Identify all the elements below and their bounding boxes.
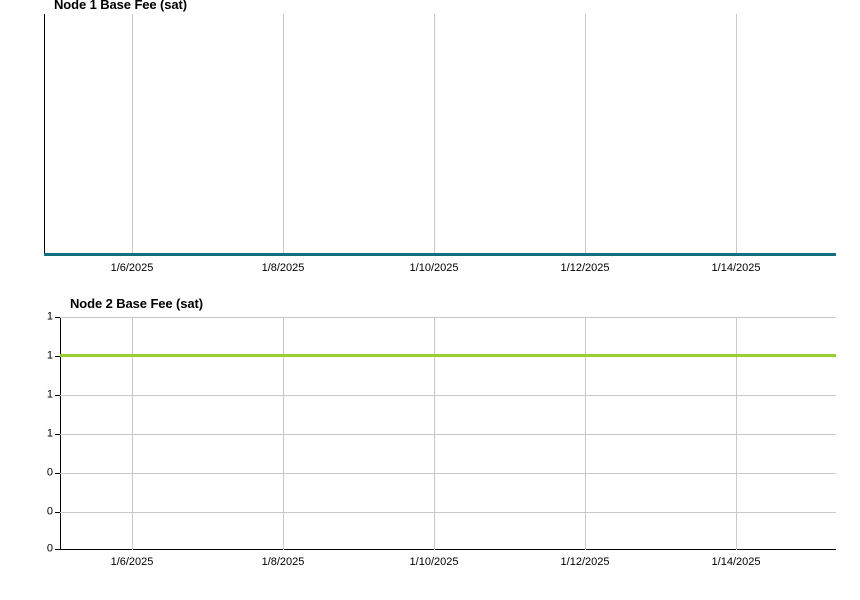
- x-tick-label: 1/8/2025: [261, 262, 305, 274]
- gridline-vertical: [132, 14, 133, 256]
- plot-area-node-1: 1/6/2025 1/8/2025 1/10/2025 1/12/2025 1/…: [44, 14, 836, 274]
- y-tick-mark: [55, 356, 60, 357]
- y-tick-label: 1: [46, 310, 53, 323]
- gridline-horizontal: [60, 317, 836, 318]
- gridline-vertical: [736, 317, 737, 550]
- chart-panel-node-2: Node 2 Base Fee (sat) 1 1 1 1 0 0 0 1: [0, 292, 860, 600]
- y-axis-line-node-1: [44, 14, 45, 256]
- x-tick-label: 1/12/2025: [560, 262, 610, 274]
- chart-panel-node-1: Node 1 Base Fee (sat) 1/6/2025 1/8/2025 …: [0, 0, 860, 292]
- gridline-vertical: [585, 14, 586, 256]
- x-tick-label: 1/10/2025: [409, 262, 459, 274]
- gridline-horizontal: [60, 512, 836, 513]
- y-tick-mark: [55, 549, 60, 550]
- gridline-vertical: [283, 14, 284, 256]
- y-axis-line-node-2: [60, 317, 61, 550]
- x-tick-label: 1/6/2025: [110, 262, 154, 274]
- x-axis-line-node-2: [60, 549, 836, 550]
- y-tick-label: 1: [46, 388, 53, 401]
- chart-title-node-1: Node 1 Base Fee (sat): [54, 0, 188, 12]
- y-tick-label: 0: [46, 505, 53, 518]
- plot-area-node-2: 1 1 1 1 0 0 0 1/6/2025 1/8/2025 1/10/202…: [47, 311, 836, 568]
- x-tick-label: 1/12/2025: [560, 556, 610, 568]
- series-line-node-2: [60, 354, 836, 357]
- y-tick-mark: [55, 395, 60, 396]
- gridline-horizontal: [60, 434, 836, 435]
- x-tick-label: 1/14/2025: [711, 262, 761, 274]
- y-tick-mark: [55, 434, 60, 435]
- gridline-vertical: [132, 317, 133, 550]
- gridline-vertical: [585, 317, 586, 550]
- x-tick-label: 1/6/2025: [110, 556, 154, 568]
- gridline-vertical: [736, 14, 737, 256]
- series-line-node-1: [44, 253, 836, 256]
- gridline-horizontal: [60, 395, 836, 396]
- x-tick-label: 1/14/2025: [711, 556, 761, 568]
- y-tick-label: 0: [46, 466, 53, 479]
- y-tick-mark: [55, 512, 60, 513]
- y-tick-label: 1: [46, 349, 53, 362]
- y-tick-label: 1: [46, 427, 53, 440]
- gridline-vertical: [283, 317, 284, 550]
- y-tick-mark: [55, 473, 60, 474]
- y-tick-label: 0: [46, 542, 53, 555]
- x-tick-label: 1/10/2025: [409, 556, 459, 568]
- y-tick-mark: [55, 317, 60, 318]
- gridline-vertical: [434, 14, 435, 256]
- x-tick-label: 1/8/2025: [261, 556, 305, 568]
- gridline-vertical: [434, 317, 435, 550]
- chart-title-node-2: Node 2 Base Fee (sat): [70, 296, 204, 311]
- gridline-horizontal: [60, 473, 836, 474]
